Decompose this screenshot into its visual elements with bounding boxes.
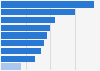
Bar	[1, 63, 21, 70]
Bar	[1, 48, 41, 54]
Bar	[1, 32, 47, 39]
Bar	[1, 9, 74, 15]
Bar	[1, 40, 44, 46]
Bar	[1, 25, 50, 31]
Bar	[1, 17, 55, 23]
Bar	[1, 1, 94, 8]
Bar	[1, 56, 35, 62]
